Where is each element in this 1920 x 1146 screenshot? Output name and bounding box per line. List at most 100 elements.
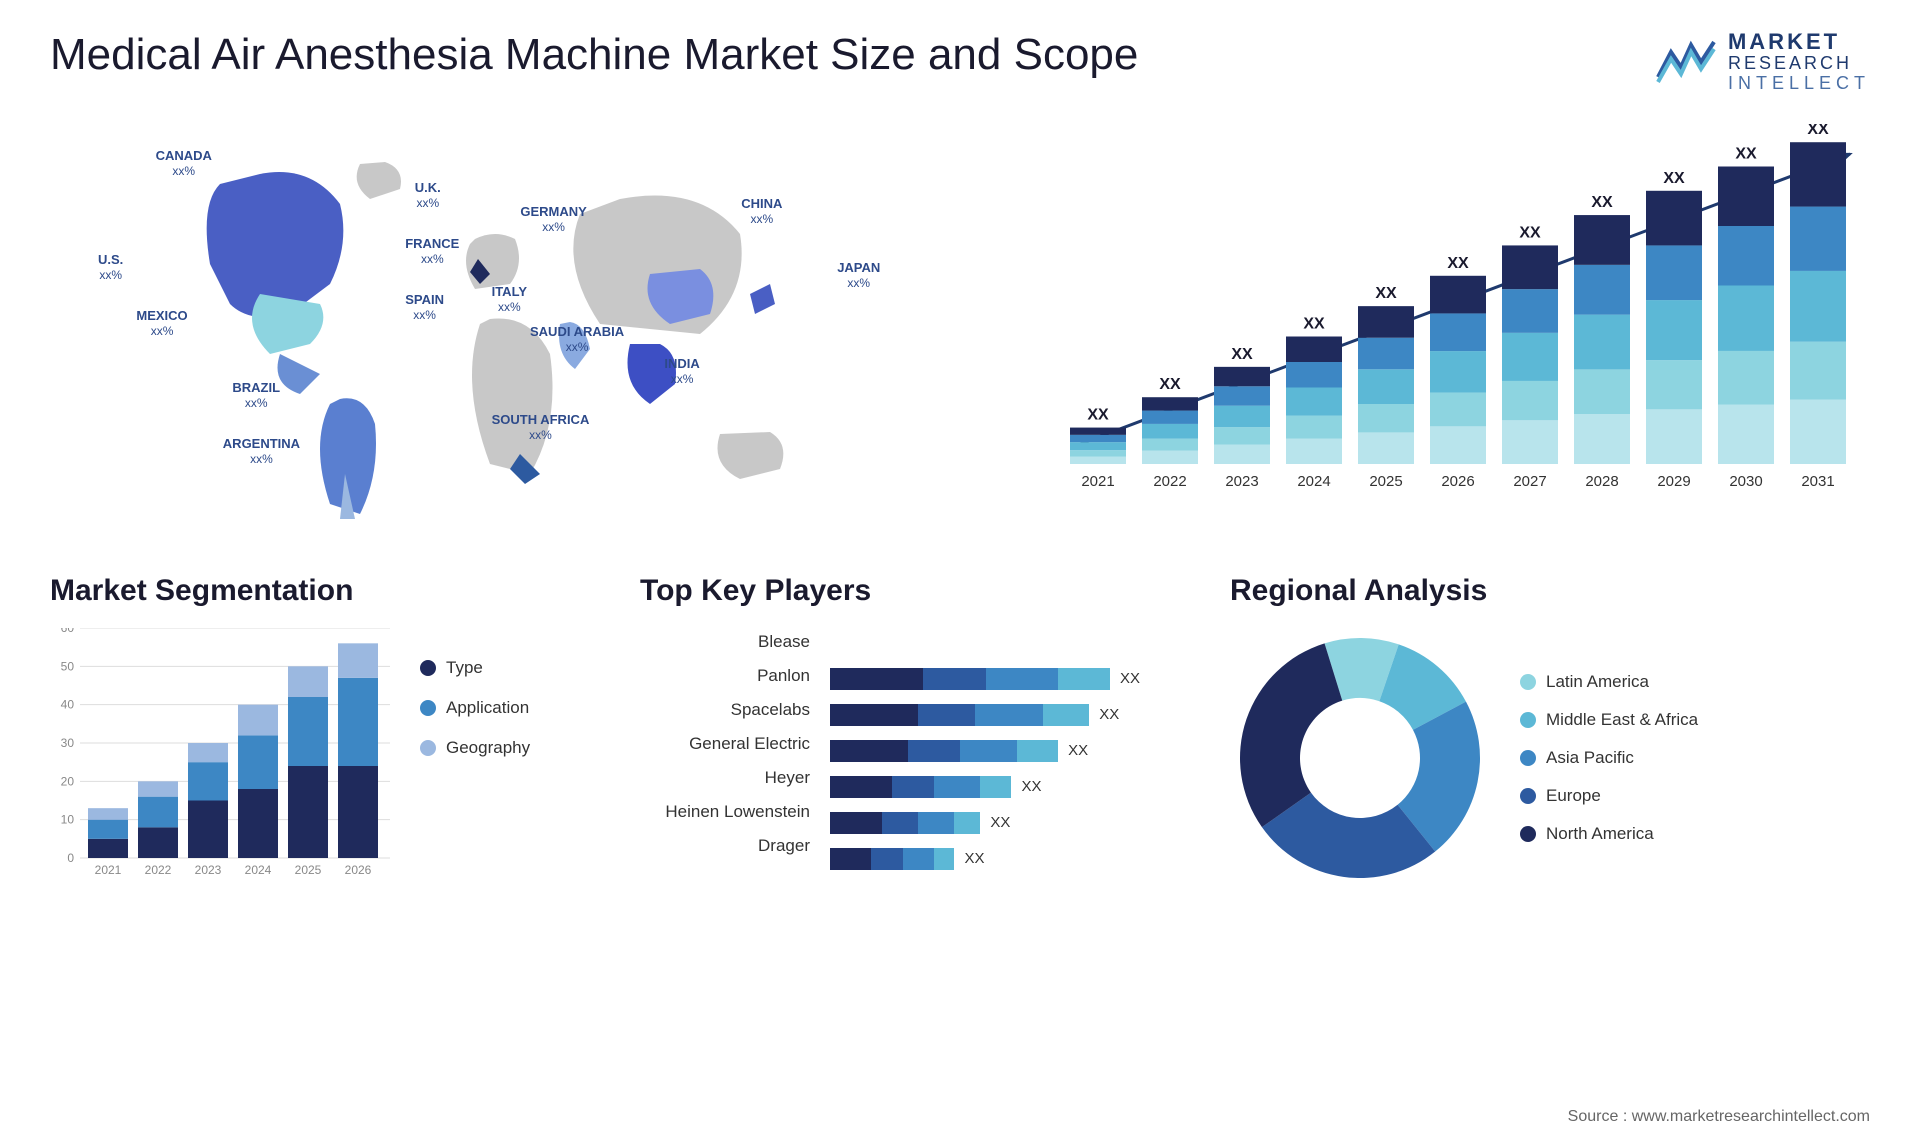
svg-text:2022: 2022 — [145, 863, 172, 877]
svg-text:XX: XX — [1375, 285, 1397, 302]
map-label-mexico: MEXICOxx% — [136, 308, 187, 339]
logo-text-2: RESEARCH — [1728, 54, 1870, 74]
player-value: XX — [964, 850, 984, 867]
svg-text:XX: XX — [1519, 224, 1541, 241]
player-bar-row: XX — [830, 812, 1200, 834]
svg-text:XX: XX — [1447, 255, 1469, 272]
regional-legend-item: Middle East & Africa — [1520, 710, 1698, 730]
players-panel: Top Key Players Blease Panlon Spacelabs Gen… — [640, 574, 1200, 888]
players-names: Blease Panlon Spacelabs General Electric Hey… — [640, 628, 810, 870]
segmentation-chart: 0102030405060202120222023202420252026 — [50, 628, 390, 888]
regional-legend-label: Europe — [1546, 786, 1601, 806]
svg-text:2031: 2031 — [1801, 473, 1834, 490]
regional-legend-item: Asia Pacific — [1520, 748, 1698, 768]
regional-legend-label: Middle East & Africa — [1546, 710, 1698, 730]
segmentation-title: Market Segmentation — [50, 574, 610, 608]
svg-text:2024: 2024 — [245, 863, 272, 877]
svg-text:2026: 2026 — [1441, 473, 1474, 490]
svg-text:0: 0 — [67, 851, 74, 865]
svg-text:XX: XX — [1663, 170, 1685, 187]
regional-legend-item: Latin America — [1520, 672, 1698, 692]
logo-text-3: INTELLECT — [1728, 74, 1870, 94]
regional-panel: Regional Analysis Latin AmericaMiddle Ea… — [1230, 574, 1870, 888]
svg-text:30: 30 — [61, 736, 75, 750]
player-name: Heyer — [640, 768, 810, 788]
player-name: Panlon — [640, 666, 810, 686]
seg-legend-label: Type — [446, 658, 483, 678]
map-label-us: U.S.xx% — [98, 252, 123, 283]
player-name: Spacelabs — [640, 700, 810, 720]
svg-text:2023: 2023 — [195, 863, 222, 877]
player-name: Blease — [640, 632, 810, 652]
player-value: XX — [1099, 706, 1119, 723]
regional-legend-label: North America — [1546, 824, 1654, 844]
svg-text:2021: 2021 — [95, 863, 122, 877]
map-label-china: CHINAxx% — [741, 196, 782, 227]
svg-text:2025: 2025 — [295, 863, 322, 877]
map-label-argentina: ARGENTINAxx% — [223, 436, 300, 467]
map-label-france: FRANCExx% — [405, 236, 459, 267]
svg-text:2023: 2023 — [1225, 473, 1258, 490]
segmentation-panel: Market Segmentation 0 10 20 30 40 50 60 2021 202… — [50, 574, 610, 888]
svg-text:XX: XX — [1591, 194, 1613, 211]
map-label-india: INDIAxx% — [664, 356, 699, 387]
player-name: Drager — [640, 836, 810, 856]
players-bars: XX XX XX XX XX XX — [830, 628, 1200, 870]
regional-donut — [1230, 628, 1490, 888]
regional-legend-label: Latin America — [1546, 672, 1649, 692]
svg-text:2029: 2029 — [1657, 473, 1690, 490]
player-value: XX — [1120, 670, 1140, 687]
player-bar-row: XX — [830, 704, 1200, 726]
map-label-canada: CANADAxx% — [156, 148, 212, 179]
forecast-bars: XX2021XX2022XX2023XX2024XX2025XX2026XX20… — [1050, 124, 1870, 524]
player-bar-row: XX — [830, 668, 1200, 690]
svg-text:XX: XX — [1303, 315, 1325, 332]
player-bar-row: XX — [830, 776, 1200, 798]
svg-text:XX: XX — [1159, 376, 1181, 393]
svg-text:50: 50 — [61, 659, 75, 673]
svg-text:10: 10 — [61, 812, 75, 826]
svg-text:XX: XX — [1231, 346, 1253, 363]
svg-text:XX: XX — [1807, 124, 1829, 138]
regional-legend-label: Asia Pacific — [1546, 748, 1634, 768]
map-label-uk: U.K.xx% — [415, 180, 441, 211]
player-value: XX — [990, 814, 1010, 831]
player-value: XX — [1068, 742, 1088, 759]
regional-legend-item: North America — [1520, 824, 1698, 844]
map-label-southafrica: SOUTH AFRICAxx% — [492, 412, 590, 443]
player-name: General Electric — [640, 734, 810, 754]
logo-icon — [1656, 37, 1716, 87]
player-name: Heinen Lowenstein — [640, 802, 810, 822]
forecast-chart: XX2021XX2022XX2023XX2024XX2025XX2026XX20… — [1050, 124, 1870, 524]
seg-legend-type: Type — [420, 658, 530, 678]
map-label-germany: GERMANYxx% — [520, 204, 586, 235]
svg-text:XX: XX — [1087, 406, 1109, 423]
svg-text:XX: XX — [1735, 145, 1757, 162]
svg-text:20: 20 — [61, 774, 75, 788]
world-map-panel: CANADAxx% U.S.xx% MEXICOxx% BRAZILxx% ARGENT… — [50, 124, 1010, 524]
svg-text:2025: 2025 — [1369, 473, 1402, 490]
map-label-japan: JAPANxx% — [837, 260, 880, 291]
map-label-spain: SPAINxx% — [405, 292, 444, 323]
map-label-saudiarabia: SAUDI ARABIAxx% — [530, 324, 624, 355]
source-attribution: Source : www.marketresearchintellect.com — [1568, 1108, 1870, 1126]
svg-text:2027: 2027 — [1513, 473, 1546, 490]
player-bar-row: XX — [830, 740, 1200, 762]
players-title: Top Key Players — [640, 574, 1200, 608]
seg-legend-label: Application — [446, 698, 529, 718]
player-value: XX — [1021, 778, 1041, 795]
seg-legend-geography: Geography — [420, 738, 530, 758]
svg-text:60: 60 — [61, 628, 75, 635]
page-title: Medical Air Anesthesia Machine Market Si… — [50, 30, 1138, 80]
map-label-brazil: BRAZILxx% — [232, 380, 280, 411]
seg-legend-label: Geography — [446, 738, 530, 758]
map-label-italy: ITALYxx% — [492, 284, 527, 315]
svg-text:2028: 2028 — [1585, 473, 1618, 490]
logo-text-1: MARKET — [1728, 30, 1870, 54]
regional-legend-item: Europe — [1520, 786, 1698, 806]
svg-text:2022: 2022 — [1153, 473, 1186, 490]
svg-text:2030: 2030 — [1729, 473, 1762, 490]
player-bar-row: XX — [830, 848, 1200, 870]
brand-logo: MARKET RESEARCH INTELLECT — [1656, 30, 1870, 94]
svg-text:40: 40 — [61, 697, 75, 711]
